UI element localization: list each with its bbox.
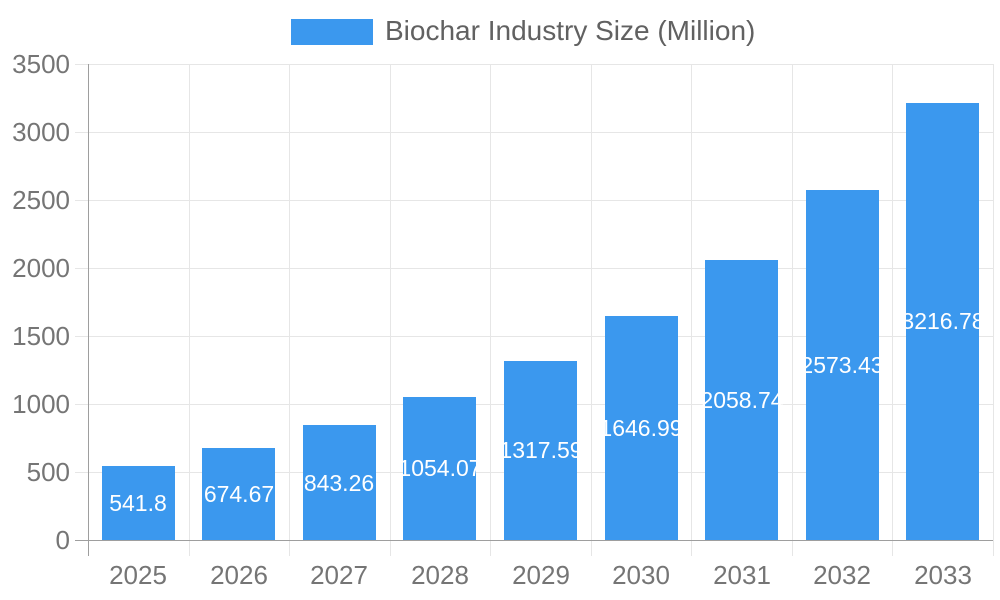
bar-2027[interactable] bbox=[303, 425, 376, 540]
x-gridline bbox=[390, 64, 391, 540]
x-axis-tick-label: 2033 bbox=[914, 560, 972, 590]
x-axis-tick-label: 2029 bbox=[512, 560, 570, 590]
x-tick bbox=[993, 540, 994, 556]
y-tick bbox=[75, 64, 88, 65]
x-gridline bbox=[993, 64, 994, 540]
y-gridline bbox=[88, 268, 993, 269]
y-axis-tick-label: 1500 bbox=[12, 321, 70, 351]
legend: Biochar Industry Size (Million) bbox=[291, 15, 755, 47]
y-tick bbox=[75, 336, 88, 337]
x-axis-tick-label: 2025 bbox=[109, 560, 167, 590]
x-gridline bbox=[691, 64, 692, 540]
legend-swatch bbox=[291, 19, 373, 45]
bar-2030[interactable] bbox=[605, 316, 678, 540]
x-tick bbox=[390, 540, 391, 556]
x-gridline bbox=[892, 64, 893, 540]
x-axis-tick-label: 2027 bbox=[310, 560, 368, 590]
bar-2033[interactable] bbox=[906, 103, 979, 540]
y-tick bbox=[75, 268, 88, 269]
x-axis-tick-label: 2032 bbox=[813, 560, 871, 590]
x-axis-tick-label: 2028 bbox=[411, 560, 469, 590]
bar-2032[interactable] bbox=[806, 190, 879, 540]
x-tick bbox=[490, 540, 491, 556]
y-tick bbox=[75, 132, 88, 133]
x-tick bbox=[289, 540, 290, 556]
bar-2028[interactable] bbox=[403, 397, 476, 540]
x-tick bbox=[189, 540, 190, 556]
x-tick bbox=[591, 540, 592, 556]
x-axis-tick-label: 2026 bbox=[210, 560, 268, 590]
y-axis-tick-label: 0 bbox=[55, 525, 70, 555]
x-tick bbox=[691, 540, 692, 556]
y-axis-tick-label: 2500 bbox=[12, 185, 70, 215]
y-tick bbox=[75, 472, 88, 473]
x-gridline bbox=[591, 64, 592, 540]
y-tick bbox=[75, 404, 88, 405]
y-axis-tick-label: 500 bbox=[26, 457, 70, 487]
x-axis-line bbox=[75, 540, 993, 541]
legend-label: Biochar Industry Size (Million) bbox=[385, 15, 756, 46]
y-axis-tick-label: 2000 bbox=[12, 253, 70, 283]
x-gridline bbox=[289, 64, 290, 540]
x-gridline bbox=[490, 64, 491, 540]
y-gridline bbox=[88, 336, 993, 337]
x-tick bbox=[792, 540, 793, 556]
y-gridline bbox=[88, 64, 993, 65]
x-gridline bbox=[189, 64, 190, 540]
y-tick bbox=[75, 200, 88, 201]
y-axis-line bbox=[88, 64, 89, 556]
bar-2026[interactable] bbox=[202, 448, 275, 540]
y-axis-tick-label: 1000 bbox=[12, 389, 70, 419]
bar-2029[interactable] bbox=[504, 361, 577, 540]
y-gridline bbox=[88, 132, 993, 133]
bar-2025[interactable] bbox=[102, 466, 175, 540]
x-gridline bbox=[792, 64, 793, 540]
x-axis-tick-label: 2030 bbox=[612, 560, 670, 590]
x-axis-tick-label: 2031 bbox=[713, 560, 771, 590]
y-gridline bbox=[88, 200, 993, 201]
y-axis-tick-label: 3000 bbox=[12, 117, 70, 147]
x-tick bbox=[892, 540, 893, 556]
y-axis-tick-label: 3500 bbox=[12, 49, 70, 79]
bar-2031[interactable] bbox=[705, 260, 778, 540]
